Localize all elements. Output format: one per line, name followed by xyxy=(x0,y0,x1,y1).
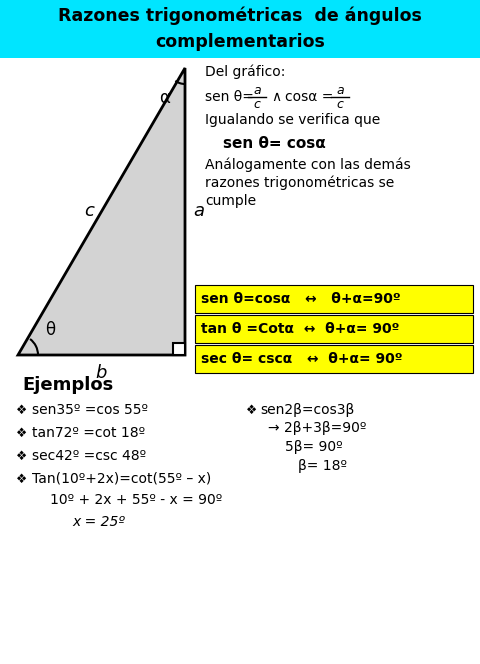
Text: sen35º =cos 55º: sen35º =cos 55º xyxy=(32,403,148,417)
Text: tan72º =cot 18º: tan72º =cot 18º xyxy=(32,426,145,440)
Text: cumple: cumple xyxy=(205,194,256,208)
Bar xyxy=(0,0,480,58)
Text: razones trigonométricas se: razones trigonométricas se xyxy=(205,176,394,191)
Text: ❖: ❖ xyxy=(16,404,27,416)
Text: a: a xyxy=(193,202,204,220)
Text: sec42º =csc 48º: sec42º =csc 48º xyxy=(32,449,146,463)
Text: x = 25º: x = 25º xyxy=(72,515,125,529)
Bar xyxy=(195,285,473,313)
Bar xyxy=(195,345,473,373)
Text: sen θ=cosα   ↔   θ+α=90º: sen θ=cosα ↔ θ+α=90º xyxy=(201,292,401,306)
Bar xyxy=(195,315,473,343)
Text: Análogamente con las demás: Análogamente con las demás xyxy=(205,158,411,172)
Text: Del gráfico:: Del gráfico: xyxy=(205,65,286,79)
Text: Tan(10º+2x)=cot(55º – x): Tan(10º+2x)=cot(55º – x) xyxy=(32,472,211,486)
Text: β= 18º: β= 18º xyxy=(298,459,347,473)
Text: α: α xyxy=(159,89,170,107)
Text: a: a xyxy=(336,84,344,96)
Text: Ejemplos: Ejemplos xyxy=(22,376,113,394)
Text: sen θ= cosα: sen θ= cosα xyxy=(223,135,326,151)
Text: Igualando se verifica que: Igualando se verifica que xyxy=(205,113,380,127)
Text: θ: θ xyxy=(45,321,55,339)
Text: ❖: ❖ xyxy=(16,473,27,485)
Text: Razones trigonométricas  de ángulos: Razones trigonométricas de ángulos xyxy=(58,7,422,25)
Text: ❖: ❖ xyxy=(16,426,27,440)
Text: a: a xyxy=(253,84,261,96)
Text: sen θ=: sen θ= xyxy=(205,90,254,104)
Text: sen2β=cos3β: sen2β=cos3β xyxy=(260,403,354,417)
Text: ∧: ∧ xyxy=(271,90,281,104)
Text: b: b xyxy=(96,364,107,382)
Text: sec θ= cscα   ↔  θ+α= 90º: sec θ= cscα ↔ θ+α= 90º xyxy=(201,352,403,366)
Text: complementarios: complementarios xyxy=(155,33,325,51)
Text: 5β= 90º: 5β= 90º xyxy=(285,440,343,454)
Text: c: c xyxy=(84,203,95,220)
Text: cosα =: cosα = xyxy=(285,90,334,104)
Text: ❖: ❖ xyxy=(16,450,27,463)
Text: → 2β+3β=90º: → 2β+3β=90º xyxy=(268,421,366,435)
Text: tan θ =Cotα  ↔  θ+α= 90º: tan θ =Cotα ↔ θ+α= 90º xyxy=(201,322,399,336)
Bar xyxy=(173,343,185,355)
Text: c: c xyxy=(336,98,343,112)
Text: c: c xyxy=(253,98,261,112)
Text: 10º + 2x + 55º - x = 90º: 10º + 2x + 55º - x = 90º xyxy=(50,493,222,507)
Text: ❖: ❖ xyxy=(246,404,257,416)
Polygon shape xyxy=(18,68,185,355)
